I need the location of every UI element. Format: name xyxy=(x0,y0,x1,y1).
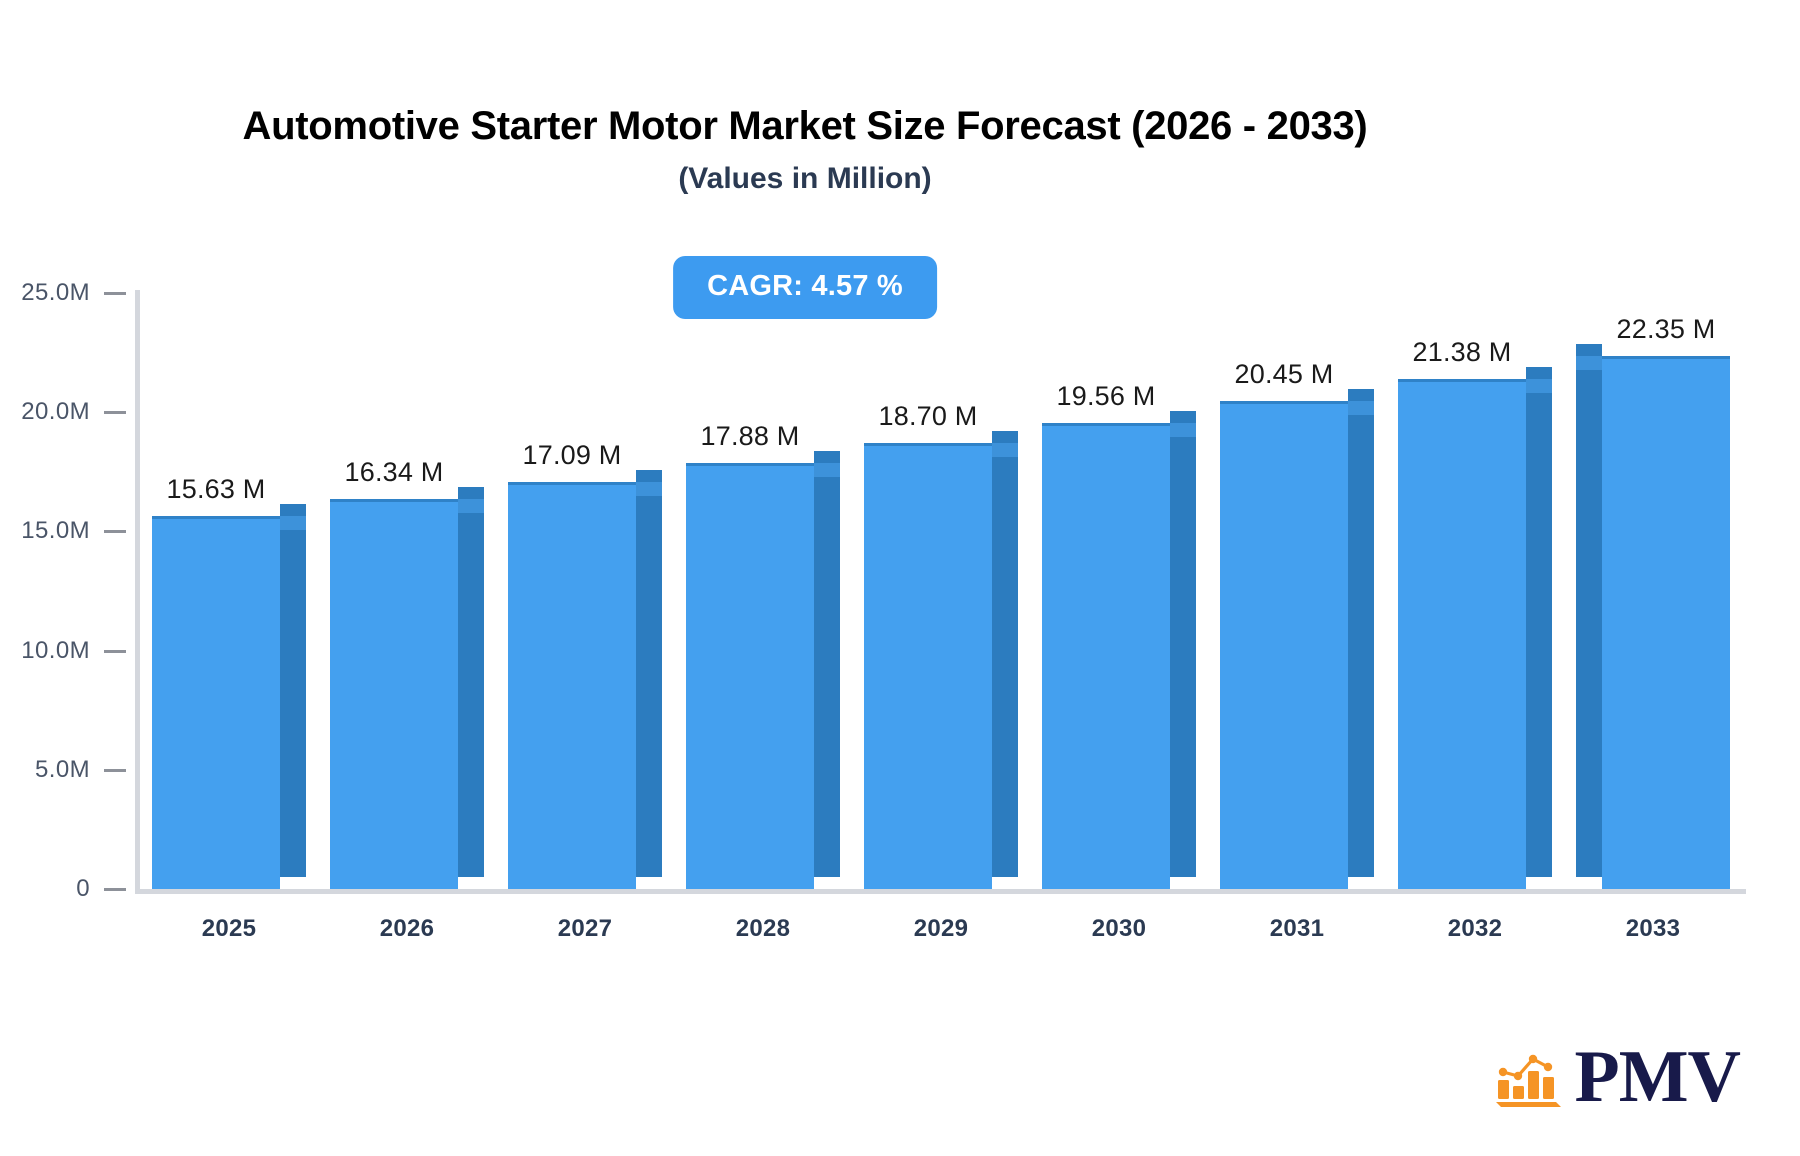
bar-front-face xyxy=(1220,401,1348,889)
y-axis-tick xyxy=(104,292,126,295)
y-axis-tick xyxy=(104,768,126,772)
y-axis-label: 5.0M xyxy=(35,755,90,783)
page-title: Automotive Starter Motor Market Size For… xyxy=(242,104,1368,148)
bar-front-face xyxy=(1042,422,1170,889)
bar-side-face xyxy=(1576,344,1602,877)
y-axis-tick xyxy=(104,411,126,415)
y-axis-label: 15.0M xyxy=(21,517,90,545)
bar-top-face xyxy=(814,462,840,477)
y-axis-tick xyxy=(104,530,126,534)
bar-chart-trend-icon xyxy=(1495,1054,1561,1107)
pmv-logo: PMV xyxy=(1495,1040,1741,1114)
bar-value-label: 17.09 M xyxy=(522,439,622,470)
logo-text: PMV xyxy=(1574,1036,1741,1118)
x-axis-line xyxy=(135,889,1746,894)
bar-value-label: 15.63 M xyxy=(166,474,266,505)
y-axis-label: 25.0M xyxy=(21,279,90,306)
x-axis-label: 2032 xyxy=(1447,915,1503,942)
bar-side-face xyxy=(280,504,306,877)
bar[interactable]: 20.45 M xyxy=(1220,359,1374,889)
bar-side-face xyxy=(1170,410,1196,877)
y-axis-tick xyxy=(104,888,126,891)
bar[interactable]: 17.88 M xyxy=(686,421,840,889)
bar[interactable]: 18.70 M xyxy=(864,401,1018,889)
bar-side-face xyxy=(1348,389,1374,877)
x-axis-label: 2025 xyxy=(201,915,257,942)
x-axis-label: 2026 xyxy=(379,915,435,942)
bar-front-face xyxy=(152,516,280,889)
chart-subtitle: (Values in Million) xyxy=(678,162,932,195)
bar-side-face xyxy=(458,487,484,877)
bar[interactable]: 15.63 M xyxy=(152,474,306,889)
bar[interactable]: 16.34 M xyxy=(330,457,484,889)
x-axis-label: 2029 xyxy=(913,915,969,942)
bar-side-face xyxy=(814,450,840,877)
bar-side-face xyxy=(636,469,662,877)
bar-front-face xyxy=(864,443,992,889)
x-axis-label: 2027 xyxy=(557,915,613,942)
bar[interactable]: 19.56 M xyxy=(1042,381,1196,889)
x-axis-label: 2031 xyxy=(1269,915,1325,942)
bar-value-label: 19.56 M xyxy=(1056,380,1156,411)
bar-top-face xyxy=(280,516,306,531)
bar-side-face xyxy=(1526,367,1552,877)
y-axis-line xyxy=(135,290,140,891)
bar-front-face xyxy=(686,462,814,889)
y-axis-label: 10.0M xyxy=(21,636,90,664)
x-axis-label: 2028 xyxy=(735,915,791,942)
cagr-badge: CAGR: 4.57 % xyxy=(673,256,937,319)
y-axis-tick xyxy=(104,649,126,653)
bar-value-label: 20.45 M xyxy=(1234,359,1334,390)
bar-value-label: 17.88 M xyxy=(700,420,800,451)
bar[interactable]: 22.35 M xyxy=(1576,314,1730,889)
bar-top-face xyxy=(1576,356,1602,371)
bar-top-face xyxy=(458,499,484,514)
title-block: Automotive Starter Motor Market Size For… xyxy=(0,104,1610,195)
bar-side-face xyxy=(992,431,1018,877)
bar-top-face xyxy=(636,481,662,496)
x-axis-label: 2033 xyxy=(1625,915,1681,942)
bar-top-face xyxy=(1526,379,1552,394)
bar-value-label: 18.70 M xyxy=(878,401,978,432)
bar[interactable]: 17.09 M xyxy=(508,440,662,889)
bar-value-label: 21.38 M xyxy=(1412,337,1512,368)
y-axis-label: 20.0M xyxy=(21,398,90,426)
bar-front-face xyxy=(508,481,636,889)
y-axis-label: 0 xyxy=(76,875,90,902)
bar-value-label: 22.35 M xyxy=(1616,314,1716,345)
x-axis-label: 2030 xyxy=(1091,915,1147,942)
bar-front-face xyxy=(1602,356,1730,889)
bar-value-label: 16.34 M xyxy=(344,457,444,488)
bar-front-face xyxy=(330,499,458,889)
bar-top-face xyxy=(1348,401,1374,416)
bar-top-face xyxy=(992,443,1018,458)
bar[interactable]: 21.38 M xyxy=(1398,337,1552,889)
bar-front-face xyxy=(1398,379,1526,889)
bar-top-face xyxy=(1170,422,1196,437)
